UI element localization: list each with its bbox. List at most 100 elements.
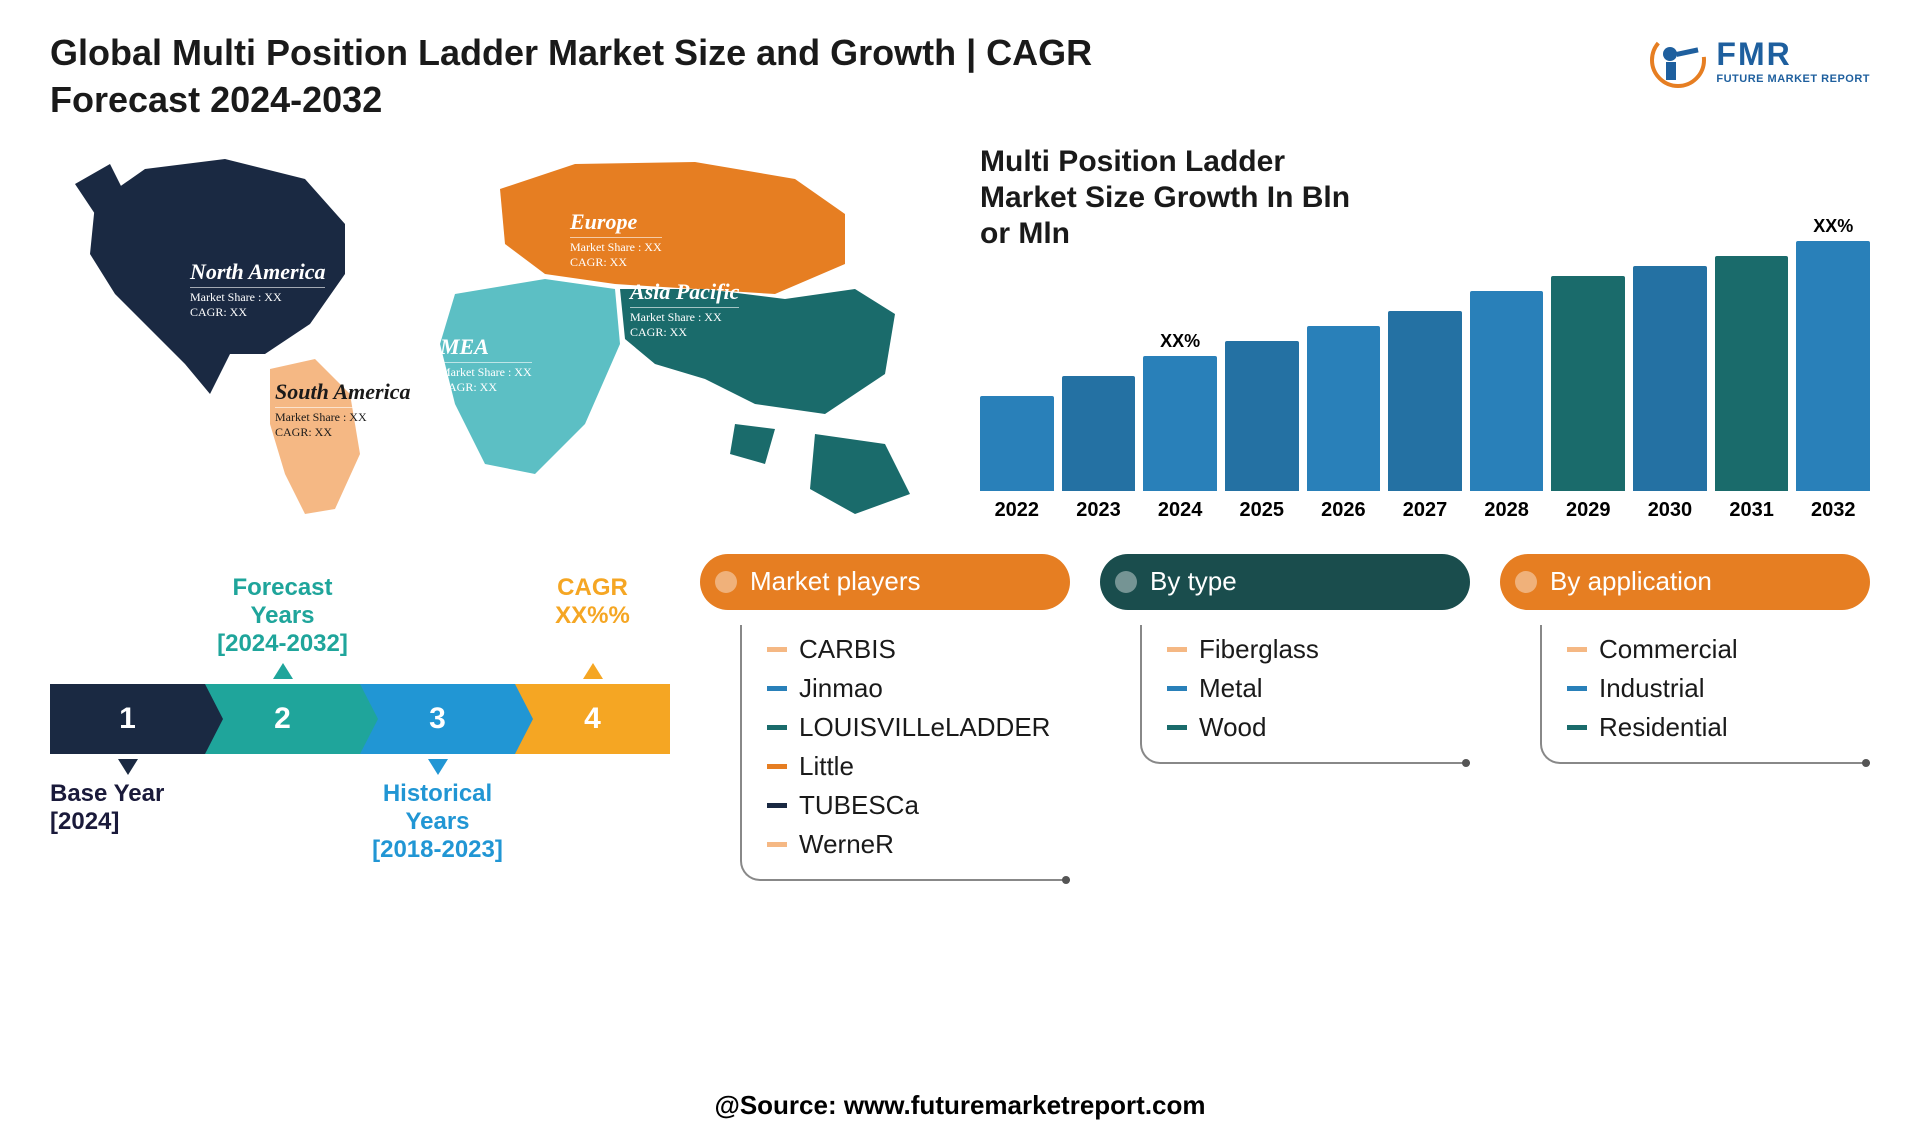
region-label-europe: Europe Market Share : XX CAGR: XX (570, 209, 662, 271)
list-item: Residential (1567, 708, 1870, 747)
bar-rect (1143, 356, 1217, 491)
timeline-arrows-top (50, 663, 670, 679)
bar-2025: 2025 (1225, 341, 1299, 522)
region-name: South America (275, 379, 411, 408)
dash-icon (1167, 686, 1187, 691)
bar-year-label: 2031 (1729, 499, 1774, 522)
bar-2023: 2023 (1062, 376, 1136, 522)
dash-icon (767, 803, 787, 808)
bottom-section: Forecast Years [2024-2032] CAGR XX%% 123… (50, 554, 1870, 891)
item-label: CARBIS (799, 634, 896, 665)
region-name: North America (190, 259, 325, 288)
bar-rect (1715, 256, 1789, 491)
base-label: Base Year (50, 780, 205, 808)
list-item: CARBIS (767, 630, 1070, 669)
bar-annotation: XX% (1813, 216, 1853, 237)
list-item: Jinmao (767, 669, 1070, 708)
bar-year-label: 2024 (1158, 499, 1203, 522)
base-year: [2024] (50, 808, 205, 836)
region-share: Market Share : XX (570, 240, 662, 256)
bar-rect (1796, 241, 1870, 491)
item-label: Commercial (1599, 634, 1738, 665)
item-label: Fiberglass (1199, 634, 1319, 665)
bar-2027: 2027 (1388, 311, 1462, 522)
region-name: Europe (570, 209, 662, 238)
region-label-mea: MEA Market Share : XX CAGR: XX (440, 334, 532, 396)
region-label-asia-pacific: Asia Pacific Market Share : XX CAGR: XX (630, 279, 739, 341)
region-name: Asia Pacific (630, 279, 739, 308)
column-market-players: Market players CARBIS Jinmao LOUISVILLeL… (700, 554, 1070, 891)
bar-2026: 2026 (1307, 326, 1381, 522)
bar-annotation: XX% (1160, 331, 1200, 352)
dash-icon (1567, 686, 1587, 691)
bar-rect (980, 396, 1054, 491)
timeline-top-labels: Forecast Years [2024-2032] CAGR XX%% (50, 574, 670, 658)
item-label: TUBESCa (799, 790, 919, 821)
list-item: Wood (1167, 708, 1470, 747)
timeline-segment-3: 3 (360, 684, 515, 754)
dash-icon (767, 647, 787, 652)
list-item: Industrial (1567, 669, 1870, 708)
top-section: North America Market Share : XX CAGR: XX… (50, 144, 1870, 524)
region-share: Market Share : XX (630, 310, 739, 326)
bar-year-label: 2030 (1648, 499, 1693, 522)
dash-icon (1167, 647, 1187, 652)
hist-years: [2018-2023] (360, 836, 515, 864)
bar-rect (1551, 276, 1625, 491)
region-share: Market Share : XX (275, 410, 411, 426)
item-label: Wood (1199, 712, 1266, 743)
logo-main: FMR (1716, 36, 1870, 73)
bar-2028: 2028 (1470, 291, 1544, 522)
timeline-segment-1: 1 (50, 684, 205, 754)
item-label: Residential (1599, 712, 1728, 743)
region-cagr: CAGR: XX (630, 325, 739, 341)
bar-year-label: 2028 (1484, 499, 1529, 522)
bar-rect (1633, 266, 1707, 491)
dash-icon (767, 842, 787, 847)
arrow-down-icon (118, 759, 138, 775)
world-map: North America Market Share : XX CAGR: XX… (50, 144, 940, 524)
list-item: Fiberglass (1167, 630, 1470, 669)
bar-rect (1470, 291, 1544, 491)
dash-icon (1567, 725, 1587, 730)
bar-2032: XX% 2032 (1796, 241, 1870, 522)
region-share: Market Share : XX (440, 365, 532, 381)
hist-label: Historical Years (360, 780, 515, 836)
bar-year-label: 2023 (1076, 499, 1121, 522)
bar-2029: 2029 (1551, 276, 1625, 522)
bar-year-label: 2025 (1239, 499, 1284, 522)
column-by-type: By type Fiberglass Metal Wood (1100, 554, 1470, 891)
timeline-segment-4: 4 (515, 684, 670, 754)
bar-year-label: 2032 (1811, 499, 1856, 522)
region-share: Market Share : XX (190, 290, 325, 306)
column-items: CARBIS Jinmao LOUISVILLeLADDER Little TU… (740, 625, 1070, 881)
header: Global Multi Position Ladder Market Size… (50, 30, 1870, 124)
item-label: WerneR (799, 829, 894, 860)
item-label: Little (799, 751, 854, 782)
bar-year-label: 2026 (1321, 499, 1366, 522)
bar-2024: XX% 2024 (1143, 356, 1217, 522)
region-cagr: CAGR: XX (275, 425, 411, 441)
dash-icon (767, 686, 787, 691)
arrow-up-icon (583, 663, 603, 679)
category-columns: Market players CARBIS Jinmao LOUISVILLeL… (700, 554, 1870, 891)
forecast-years: [2024-2032] (205, 630, 360, 658)
region-label-south-america: South America Market Share : XX CAGR: XX (275, 379, 411, 441)
logo: FMR FUTURE MARKET REPORT (1648, 30, 1870, 90)
timeline: Forecast Years [2024-2032] CAGR XX%% 123… (50, 554, 670, 864)
arrow-up-icon (273, 663, 293, 679)
item-label: Metal (1199, 673, 1263, 704)
column-header-pill: By application (1500, 554, 1870, 610)
dash-icon (767, 725, 787, 730)
footer-source: @Source: www.futuremarketreport.com (0, 1090, 1920, 1121)
bar-rect (1388, 311, 1462, 491)
item-label: Jinmao (799, 673, 883, 704)
page-title: Global Multi Position Ladder Market Size… (50, 30, 1250, 124)
list-item: Metal (1167, 669, 1470, 708)
column-header-pill: Market players (700, 554, 1070, 610)
item-label: Industrial (1599, 673, 1705, 704)
item-label: LOUISVILLeLADDER (799, 712, 1050, 743)
region-label-north-america: North America Market Share : XX CAGR: XX (190, 259, 325, 321)
bar-rect (1062, 376, 1136, 491)
region-cagr: CAGR: XX (440, 380, 532, 396)
